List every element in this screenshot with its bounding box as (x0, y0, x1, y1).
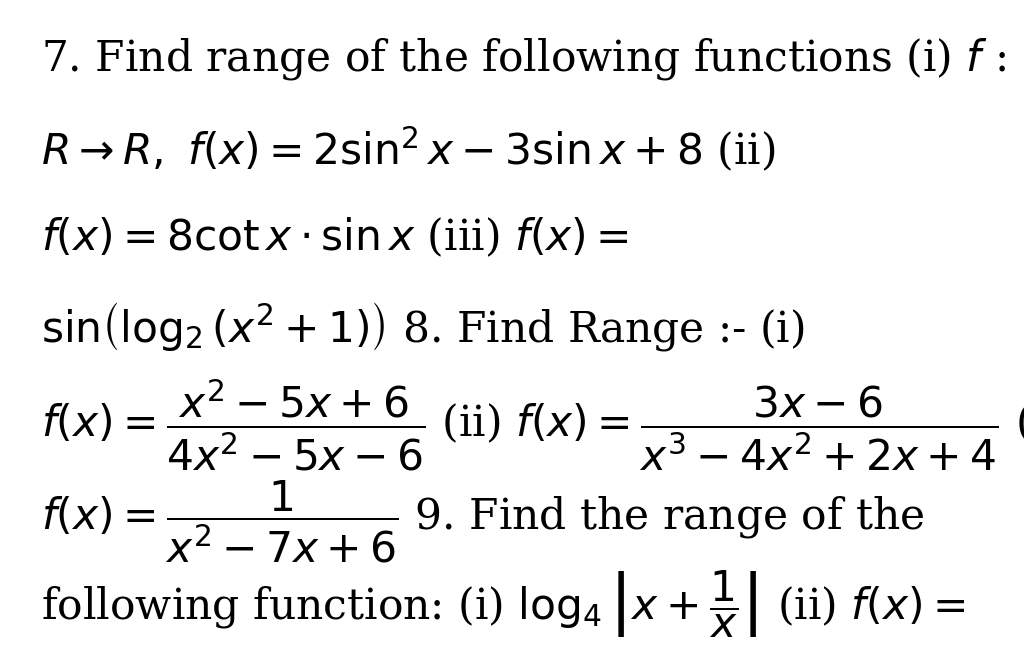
Text: $f(x) = \dfrac{x^2 - 5x + 6}{4x^2 - 5x - 6}$ (ii) $f(x) = \dfrac{3x - 6}{x^3 - 4: $f(x) = \dfrac{x^2 - 5x + 6}{4x^2 - 5x -… (41, 378, 1024, 473)
Text: $f(x) = 8\cot x \cdot \sin x$ (iii) $f(x) =$: $f(x) = 8\cot x \cdot \sin x$ (iii) $f(x… (41, 216, 629, 259)
Text: $R \rightarrow R,\ f(x) = 2\sin^2 x - 3\sin x + 8$ (ii): $R \rightarrow R,\ f(x) = 2\sin^2 x - 3\… (41, 124, 775, 173)
Text: $\sin\!\left(\log_2\left(x^2 + 1\right)\right)$ 8. Find Range :- (i): $\sin\!\left(\log_2\left(x^2 + 1\right)\… (41, 300, 805, 353)
Text: 7. Find range of the following functions (i) $f$ :: 7. Find range of the following functions… (41, 36, 1007, 82)
Text: following function: (i) $\log_4 \left|x + \dfrac{1}{x}\right|$ (ii) $f(x) =$: following function: (i) $\log_4 \left|x … (41, 568, 965, 640)
Text: $f(x) = \dfrac{1}{x^2 - 7x + 6}$ 9. Find the range of the: $f(x) = \dfrac{1}{x^2 - 7x + 6}$ 9. Find… (41, 478, 925, 565)
